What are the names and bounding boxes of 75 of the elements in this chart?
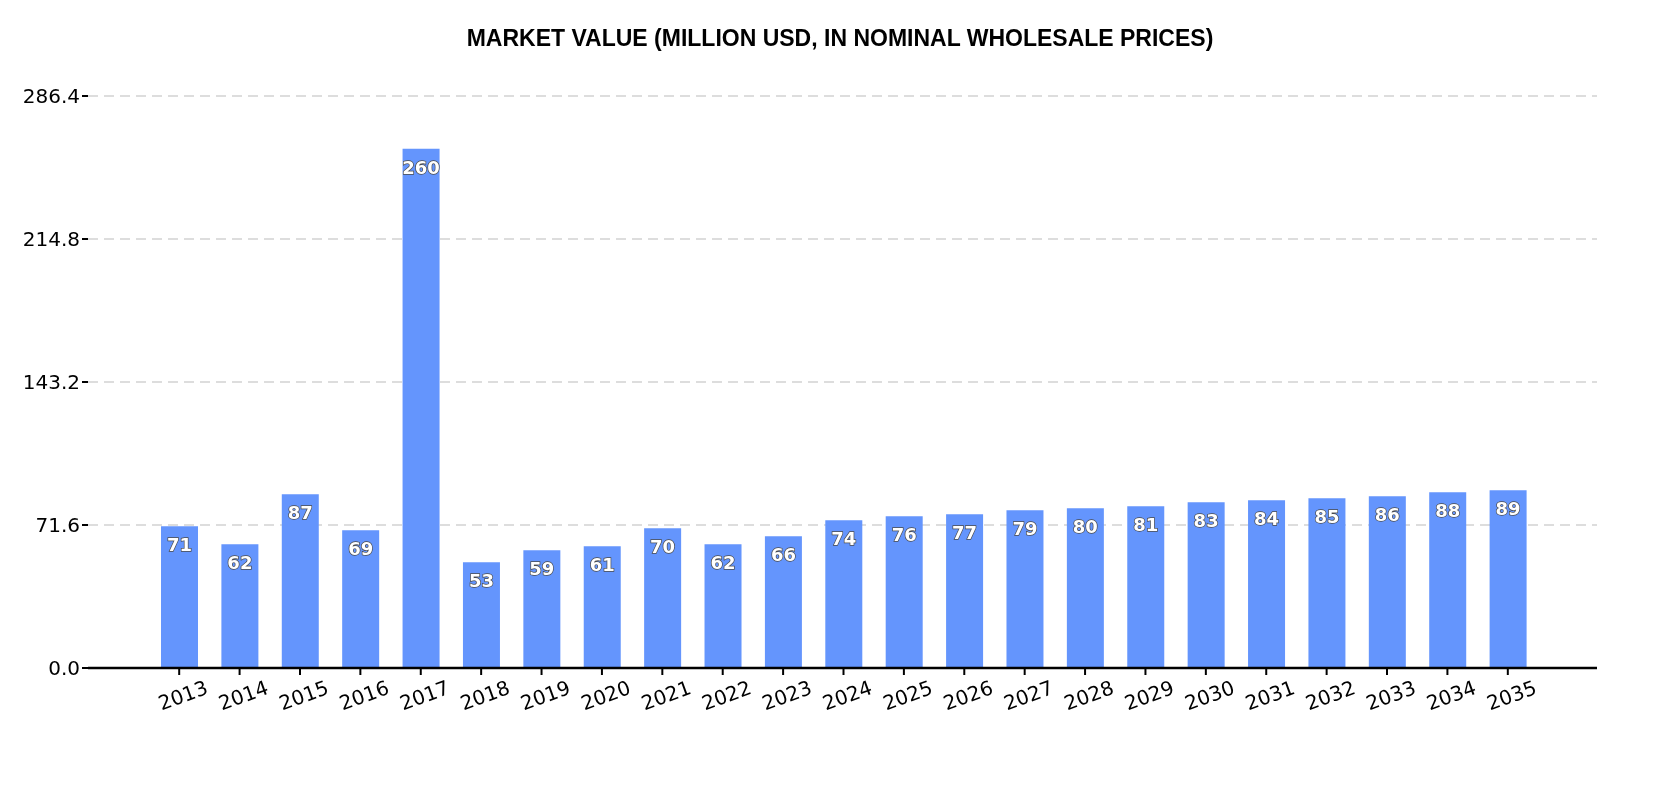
data-label: 76 xyxy=(891,523,917,545)
y-tick-label: 286.4 xyxy=(22,84,80,109)
x-tick-label: 2013 xyxy=(154,675,211,716)
bar xyxy=(402,148,440,668)
data-label: 70 xyxy=(650,535,676,557)
data-label: 62 xyxy=(227,551,253,573)
data-label: 83 xyxy=(1193,510,1219,532)
data-label: 66 xyxy=(770,543,796,565)
bar xyxy=(462,562,500,668)
bar xyxy=(342,530,380,668)
x-tick-label: 2029 xyxy=(1121,675,1178,716)
x-tick-label: 2016 xyxy=(336,675,393,716)
data-label: 89 xyxy=(1495,498,1521,520)
chart-title: MARKET VALUE (MILLION USD, IN NOMINAL WHOLESALE PRICES) xyxy=(466,24,1214,52)
data-label: 81 xyxy=(1133,514,1159,536)
data-label: 86 xyxy=(1374,504,1400,526)
x-tick-label: 2026 xyxy=(940,675,997,716)
bar xyxy=(1429,492,1467,668)
x-tick-label: 2023 xyxy=(758,675,815,716)
x-tick-label: 2031 xyxy=(1241,675,1299,716)
x-tick-label: 2028 xyxy=(1060,675,1117,716)
x-tick-label: 2020 xyxy=(577,675,634,716)
bar xyxy=(1308,498,1346,668)
y-tick-label: 143.2 xyxy=(22,370,80,395)
data-label: 62 xyxy=(710,551,736,573)
data-label: 88 xyxy=(1435,500,1461,522)
y-tick-label: 0.0 xyxy=(48,656,80,681)
x-tick-label: 2019 xyxy=(517,675,574,716)
bar xyxy=(281,494,319,668)
x-tick-label: 2022 xyxy=(698,675,755,716)
bar xyxy=(1066,508,1104,668)
bar xyxy=(885,516,923,668)
data-label: 84 xyxy=(1254,508,1280,530)
bar xyxy=(221,544,259,668)
data-label: 61 xyxy=(589,553,615,575)
x-tick-label: 2033 xyxy=(1362,675,1419,716)
data-label: 69 xyxy=(348,537,374,559)
x-tick-label: 2015 xyxy=(275,675,332,716)
x-tick-label: 2021 xyxy=(638,675,695,716)
data-label: 59 xyxy=(529,557,555,579)
data-label: 74 xyxy=(831,527,857,549)
data-label: 53 xyxy=(468,569,494,591)
data-label: 77 xyxy=(952,522,978,543)
x-tick-label: 2017 xyxy=(396,675,453,716)
data-label: 85 xyxy=(1314,506,1340,528)
x-tick-label: 2024 xyxy=(819,675,876,716)
bar xyxy=(583,546,621,668)
data-label: 87 xyxy=(287,502,313,524)
x-tick-label: 2034 xyxy=(1423,675,1480,716)
bar xyxy=(1368,496,1406,668)
bar xyxy=(704,544,742,668)
bar xyxy=(161,526,198,668)
bar xyxy=(825,520,863,668)
bar xyxy=(1187,502,1225,668)
bar xyxy=(523,550,561,668)
bar xyxy=(644,528,682,668)
x-tick-label: 2025 xyxy=(879,675,936,716)
data-label: 260 xyxy=(402,156,440,178)
bar xyxy=(946,514,984,668)
data-label: 80 xyxy=(1072,516,1098,537)
x-tick-label: 2030 xyxy=(1181,675,1238,716)
bar xyxy=(1489,490,1527,668)
bar xyxy=(764,536,802,668)
x-tick-label: 2035 xyxy=(1483,675,1540,716)
x-tick-label: 2032 xyxy=(1302,675,1359,716)
x-tick-label: 2027 xyxy=(1000,675,1057,716)
bar xyxy=(1248,500,1286,668)
data-label: 79 xyxy=(1012,518,1038,539)
x-tick-label: 2018 xyxy=(456,675,513,716)
bar xyxy=(1127,506,1165,668)
y-tick-label: 71.6 xyxy=(35,513,80,538)
data-label: 71 xyxy=(166,533,193,555)
y-tick-label: 214.8 xyxy=(22,227,80,252)
x-tick-label: 2014 xyxy=(215,675,272,716)
bar xyxy=(1006,510,1044,668)
